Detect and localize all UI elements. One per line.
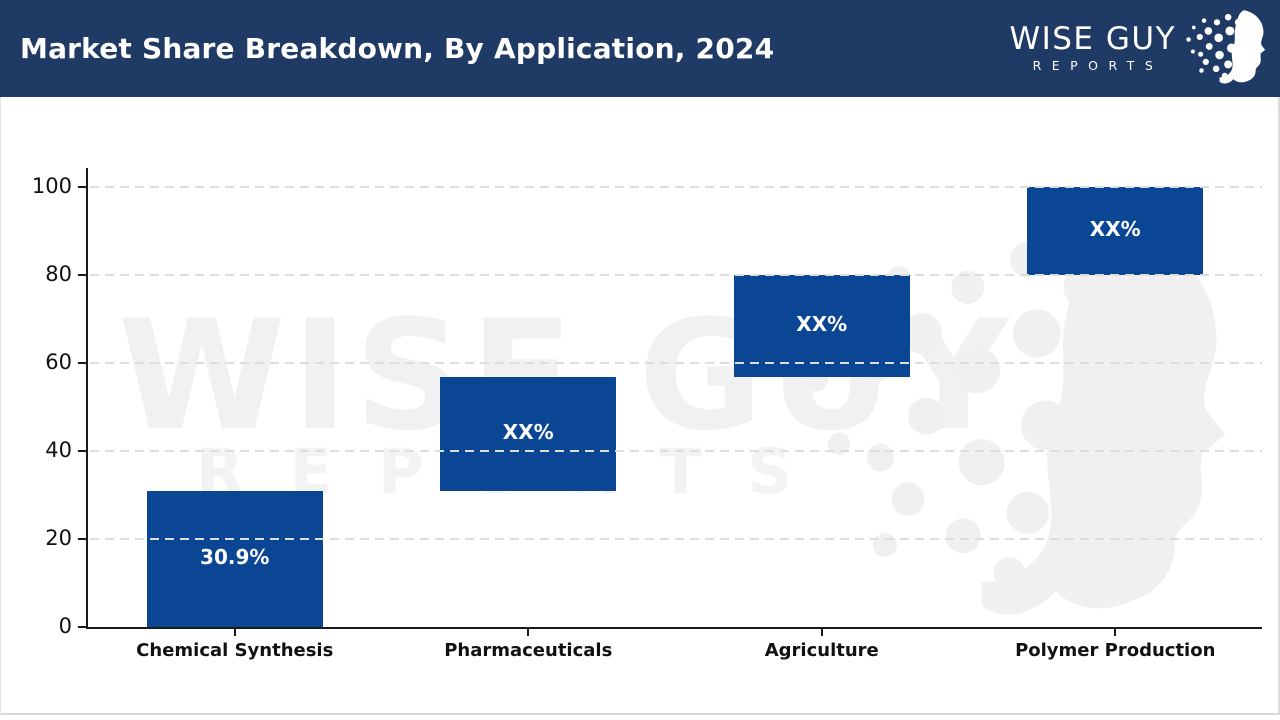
x-category-label-agriculture: Agriculture — [764, 640, 879, 661]
page-title: Market Share Breakdown, By Application, … — [20, 32, 775, 65]
y-tick-0 — [78, 626, 86, 628]
bar-value-label-agriculture: XX% — [796, 312, 848, 337]
logo-text: WISE GUY REPORTS — [1009, 24, 1176, 73]
bar-value-label-polymer-production: XX% — [1089, 217, 1141, 242]
y-tick-label-40: 40 — [45, 438, 72, 462]
gridline-100 — [90, 186, 1262, 188]
y-tick-label-80: 80 — [45, 262, 72, 286]
frame-bottom-line — [0, 713, 1280, 715]
frame-right-line — [1278, 97, 1280, 715]
x-tick-pharmaceuticals — [527, 629, 530, 636]
y-tick-label-60: 60 — [45, 350, 72, 374]
bar-pharmaceuticals — [440, 377, 617, 492]
y-tick-40 — [78, 450, 86, 452]
bar-chemical-synthesis — [146, 491, 323, 627]
dotted-face-profile-icon — [1180, 9, 1266, 89]
x-tick-chemical-synthesis — [233, 629, 236, 636]
gridline-80 — [90, 274, 1262, 276]
x-tick-agriculture — [820, 629, 823, 636]
frame-left-line — [0, 97, 1, 715]
y-tick-label-0: 0 — [58, 614, 72, 638]
y-tick-100 — [78, 186, 86, 188]
x-category-label-chemical-synthesis: Chemical Synthesis — [136, 640, 334, 661]
wise-guy-reports-logo: WISE GUY REPORTS — [1009, 9, 1266, 89]
bar-polymer-production — [1027, 187, 1204, 276]
watermark-face-icon — [770, 215, 1230, 649]
header-bar: Market Share Breakdown, By Application, … — [0, 0, 1280, 97]
logo-subtitle: REPORTS — [1032, 58, 1164, 74]
x-category-label-pharmaceuticals: Pharmaceuticals — [444, 640, 613, 661]
bar-agriculture — [733, 275, 910, 378]
x-axis-line — [86, 627, 1262, 629]
gridline-60 — [90, 362, 1262, 364]
x-category-label-polymer-production: Polymer Production — [1015, 640, 1216, 661]
y-tick-label-100: 100 — [31, 174, 72, 198]
chart-canvas: WISE GUY REPORTS 02040608010030.9%Chemic… — [0, 97, 1280, 720]
logo-wordmark: WISE GUY — [1009, 21, 1176, 58]
y-tick-80 — [78, 274, 86, 276]
y-tick-20 — [78, 538, 86, 540]
plot-region: 0 20 40 60 80 100 30.9% Chemical Synthesis XX% Ph… — [0, 97, 1280, 720]
x-tick-polymer-production — [1114, 629, 1117, 636]
gridline-40 — [90, 450, 1262, 452]
gridline-20 — [90, 538, 1262, 540]
bar-value-label-pharmaceuticals: XX% — [502, 420, 554, 445]
y-tick-60 — [78, 362, 86, 364]
y-tick-label-20: 20 — [45, 526, 72, 550]
y-axis-line — [86, 168, 88, 629]
bar-value-label-chemical-synthesis: 30.9% — [200, 545, 270, 570]
